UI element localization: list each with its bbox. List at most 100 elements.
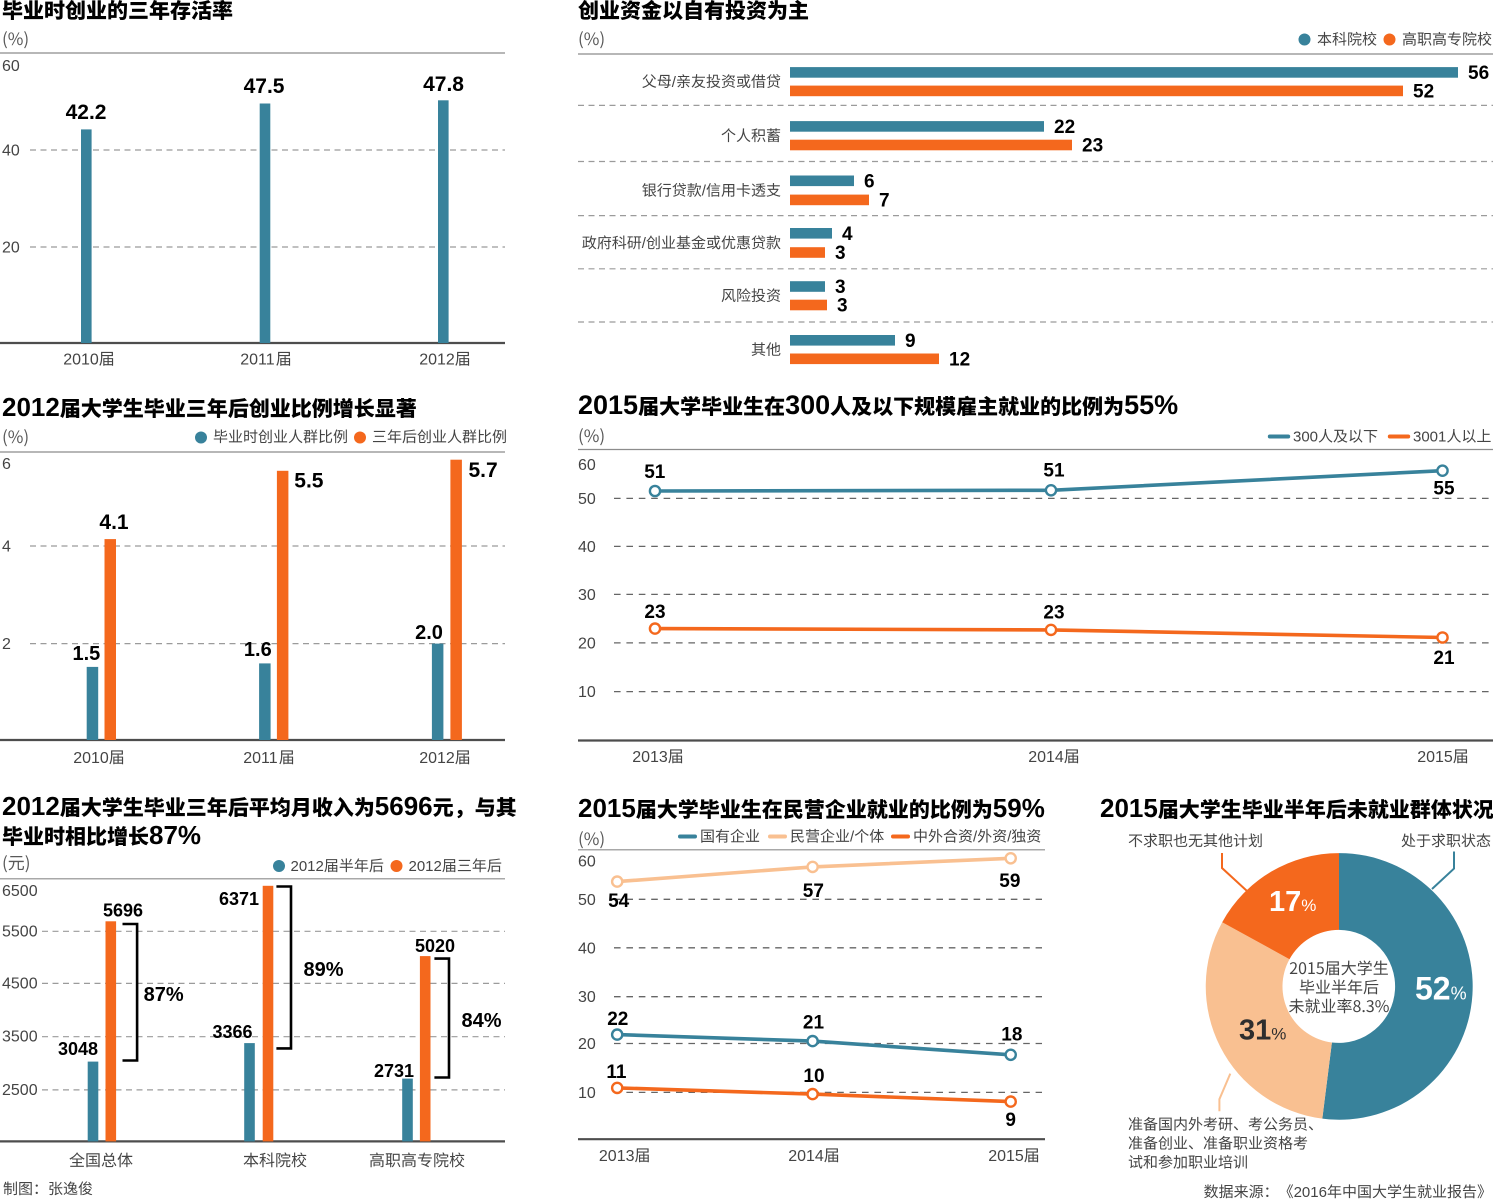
svg-text:9: 9 bbox=[1005, 1110, 1016, 1131]
svg-text:30: 30 bbox=[578, 587, 596, 604]
svg-text:5696: 5696 bbox=[103, 901, 143, 921]
svg-text:2016: 2016 bbox=[1294, 1184, 1327, 1200]
svg-text:2010: 2010 bbox=[73, 750, 109, 767]
svg-text:40: 40 bbox=[578, 940, 596, 957]
svg-text:5696: 5696 bbox=[375, 791, 433, 821]
svg-text:3001: 3001 bbox=[1413, 429, 1446, 446]
svg-text:2731: 2731 bbox=[374, 1061, 414, 1081]
svg-text:2012: 2012 bbox=[419, 750, 455, 767]
svg-text:/: / bbox=[850, 829, 855, 846]
svg-text:/: / bbox=[702, 183, 707, 200]
svg-text:54: 54 bbox=[608, 891, 630, 912]
svg-text:300: 300 bbox=[1293, 429, 1318, 446]
svg-text:3: 3 bbox=[835, 243, 846, 264]
svg-text:5020: 5020 bbox=[415, 936, 455, 956]
svg-text:5500: 5500 bbox=[2, 924, 38, 941]
svg-text:3: 3 bbox=[835, 277, 846, 298]
svg-text:%: % bbox=[1451, 984, 1467, 1004]
svg-text:2013: 2013 bbox=[632, 749, 668, 766]
svg-text:50: 50 bbox=[578, 892, 596, 909]
svg-text:20: 20 bbox=[578, 636, 596, 653]
svg-text:21: 21 bbox=[1433, 648, 1455, 669]
svg-text:50: 50 bbox=[578, 491, 596, 508]
svg-text:3: 3 bbox=[837, 296, 848, 317]
svg-text:12: 12 bbox=[949, 350, 970, 371]
svg-text:2015: 2015 bbox=[988, 1148, 1024, 1165]
svg-text:3048: 3048 bbox=[58, 1039, 98, 1059]
svg-text:23: 23 bbox=[644, 602, 665, 623]
svg-text:59: 59 bbox=[999, 871, 1020, 892]
svg-text:21: 21 bbox=[803, 1013, 825, 1034]
svg-text:22: 22 bbox=[607, 1009, 628, 1030]
svg-text:42.2: 42.2 bbox=[66, 101, 107, 124]
svg-text:2010: 2010 bbox=[63, 352, 99, 369]
svg-text:10: 10 bbox=[578, 684, 596, 701]
svg-text:%: % bbox=[1271, 1025, 1286, 1044]
svg-text:4: 4 bbox=[842, 224, 853, 245]
svg-text:9: 9 bbox=[905, 331, 916, 352]
svg-text:1.6: 1.6 bbox=[244, 639, 272, 661]
svg-text:/: / bbox=[973, 829, 978, 846]
svg-text:2012: 2012 bbox=[409, 858, 442, 875]
svg-text:5.7: 5.7 bbox=[469, 459, 498, 482]
svg-text:2015: 2015 bbox=[578, 390, 638, 420]
svg-text:52: 52 bbox=[1413, 82, 1434, 103]
svg-text:52: 52 bbox=[1415, 971, 1451, 1007]
svg-text:2014: 2014 bbox=[788, 1148, 824, 1165]
svg-text:30: 30 bbox=[578, 989, 596, 1006]
svg-text:4: 4 bbox=[2, 539, 11, 556]
svg-text:23: 23 bbox=[1043, 602, 1064, 623]
svg-text:/: / bbox=[672, 74, 677, 91]
svg-text:2012: 2012 bbox=[2, 791, 60, 821]
svg-text:47.5: 47.5 bbox=[244, 75, 285, 98]
svg-text:2.0: 2.0 bbox=[415, 622, 443, 644]
svg-text:59%: 59% bbox=[993, 793, 1045, 823]
svg-text:6500: 6500 bbox=[2, 883, 38, 900]
svg-text:17: 17 bbox=[1269, 886, 1301, 918]
svg-text:51: 51 bbox=[1043, 460, 1065, 481]
svg-text:%: % bbox=[1301, 896, 1316, 915]
svg-text:40: 40 bbox=[578, 539, 596, 556]
svg-text:47.8: 47.8 bbox=[423, 73, 464, 96]
svg-text:2012: 2012 bbox=[291, 858, 324, 875]
svg-text:5.5: 5.5 bbox=[294, 470, 324, 493]
svg-text:2015: 2015 bbox=[1100, 793, 1158, 823]
svg-text:2011: 2011 bbox=[240, 352, 275, 369]
svg-text:2015: 2015 bbox=[578, 793, 636, 823]
svg-text:2013: 2013 bbox=[599, 1148, 635, 1165]
svg-text:60: 60 bbox=[578, 457, 596, 474]
svg-text:20: 20 bbox=[2, 240, 20, 257]
svg-text:18: 18 bbox=[1001, 1025, 1022, 1046]
svg-text:40: 40 bbox=[2, 143, 20, 160]
svg-text:60: 60 bbox=[578, 854, 596, 871]
svg-text:2012: 2012 bbox=[419, 352, 455, 369]
svg-text:2015: 2015 bbox=[1417, 749, 1453, 766]
svg-text:31: 31 bbox=[1239, 1015, 1271, 1047]
svg-text:20: 20 bbox=[578, 1036, 596, 1053]
svg-text:3366: 3366 bbox=[213, 1022, 253, 1042]
svg-text:7: 7 bbox=[879, 191, 890, 212]
svg-text:87%: 87% bbox=[149, 820, 201, 850]
svg-text:89%: 89% bbox=[304, 959, 344, 981]
svg-text:2014: 2014 bbox=[1028, 749, 1064, 766]
svg-text:1.5: 1.5 bbox=[73, 643, 101, 665]
svg-text:2500: 2500 bbox=[2, 1082, 38, 1099]
svg-text:11: 11 bbox=[606, 1062, 627, 1083]
svg-text:55%: 55% bbox=[1124, 390, 1178, 420]
svg-text:10: 10 bbox=[578, 1085, 596, 1102]
svg-text:84%: 84% bbox=[462, 1010, 502, 1032]
svg-text:2012: 2012 bbox=[2, 392, 60, 422]
svg-text:/: / bbox=[1007, 829, 1012, 846]
svg-text:4.1: 4.1 bbox=[99, 511, 129, 534]
svg-text:6: 6 bbox=[2, 456, 11, 473]
svg-text:22: 22 bbox=[1054, 117, 1075, 138]
svg-text:6371: 6371 bbox=[219, 889, 259, 909]
svg-text:56: 56 bbox=[1468, 63, 1489, 84]
svg-text:60: 60 bbox=[2, 58, 20, 75]
svg-text:/: / bbox=[642, 235, 647, 252]
svg-text:3500: 3500 bbox=[2, 1029, 38, 1046]
svg-text:55: 55 bbox=[1433, 479, 1455, 500]
svg-text:300: 300 bbox=[785, 390, 830, 420]
svg-text:87%: 87% bbox=[144, 984, 184, 1006]
svg-text:57: 57 bbox=[803, 881, 824, 902]
